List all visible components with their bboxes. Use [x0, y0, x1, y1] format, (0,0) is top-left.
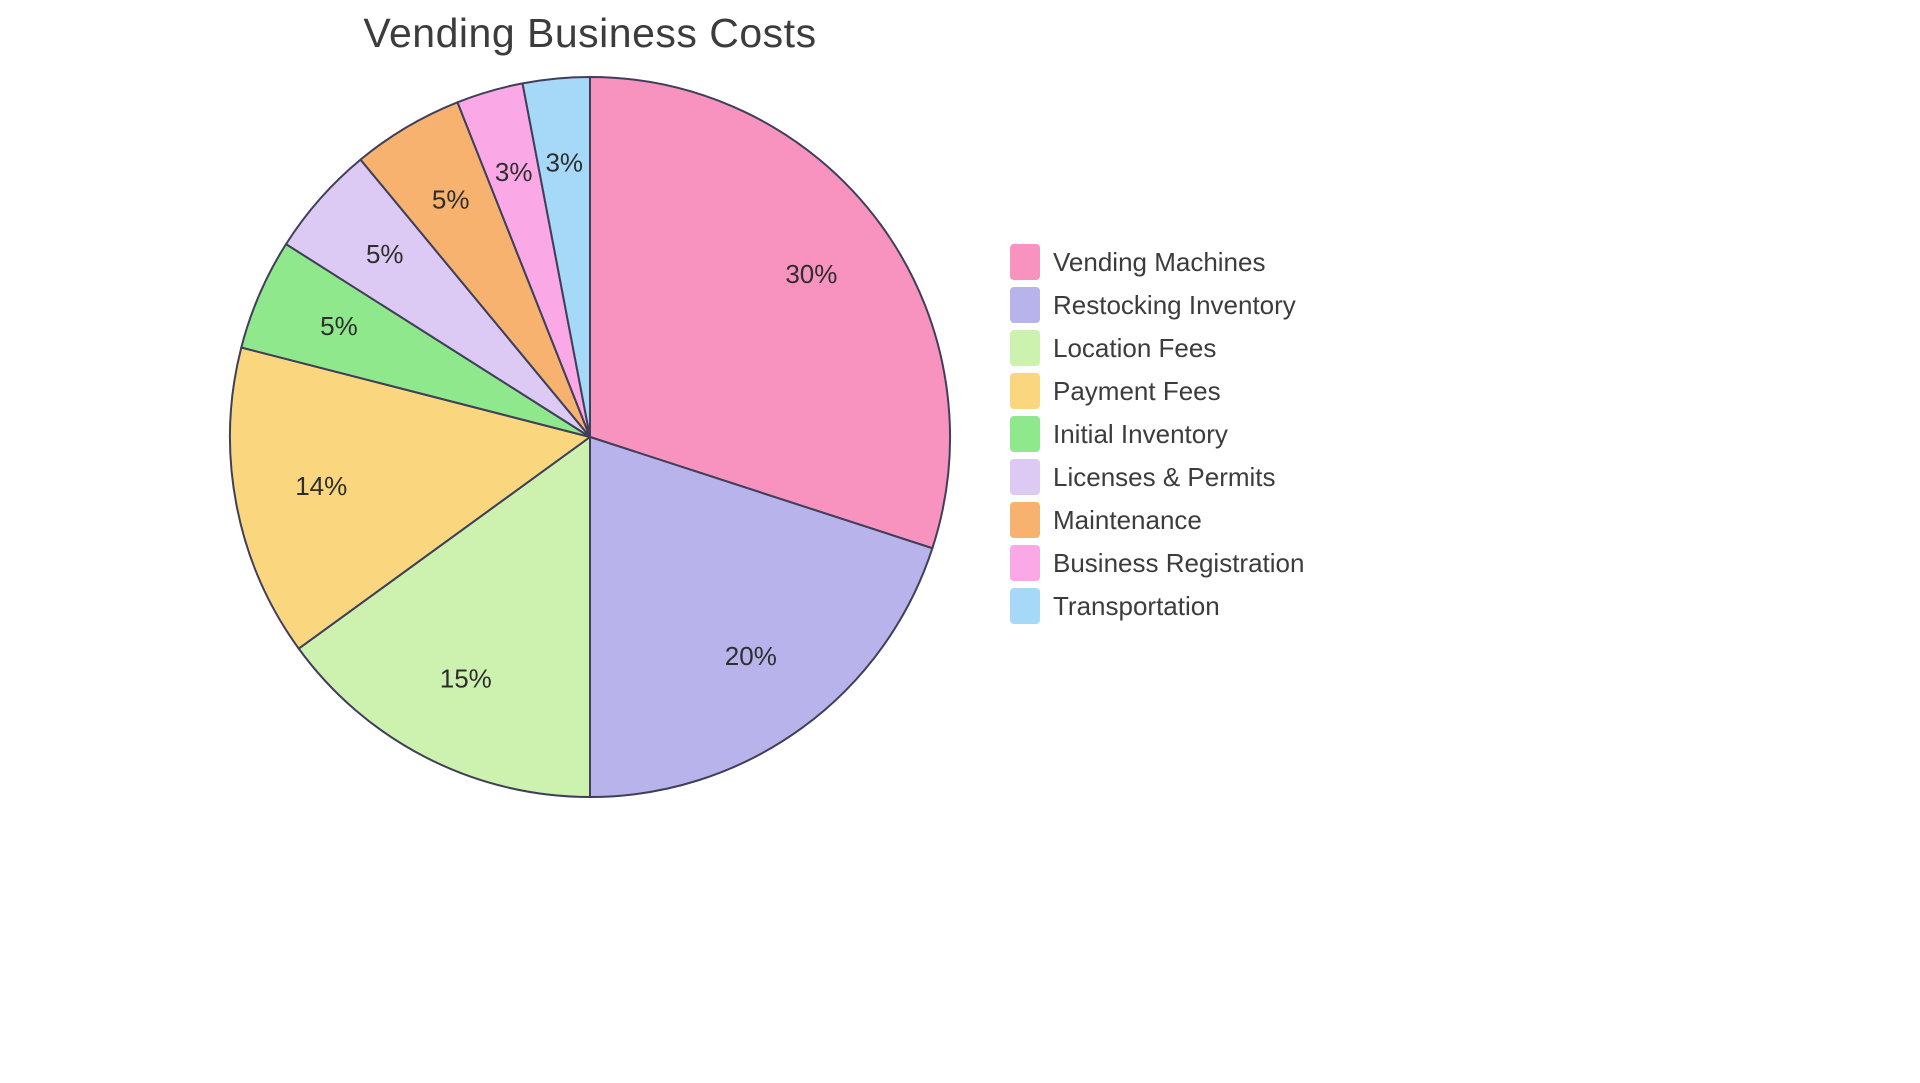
- pie-slice-percent-label: 3%: [545, 147, 583, 177]
- legend-label: Initial Inventory: [1053, 418, 1228, 449]
- pie-slice-percent-label: 20%: [725, 641, 777, 671]
- pie-slice-percent-label: 5%: [366, 239, 404, 269]
- pie-slice-percent-label: 3%: [495, 157, 533, 187]
- legend-swatch: [1010, 287, 1040, 323]
- pie-slice-labels: 30% 20% 15% 14% 5% 5% 5% 3% 3%: [295, 147, 837, 693]
- pie-slice-restocking-inventory: [589, 436, 934, 798]
- legend-swatch: [1010, 502, 1040, 538]
- legend-label: Transportation: [1053, 590, 1220, 621]
- legend-item-location-fees: Location Fees: [1010, 330, 1304, 366]
- legend-label: Business Registration: [1053, 547, 1305, 578]
- legend-swatch: [1010, 545, 1040, 581]
- pie-slice-transportation: [521, 76, 591, 438]
- legend-item-business-registration: Business Registration: [1010, 545, 1304, 581]
- legend-label: Licenses & Permits: [1053, 461, 1276, 492]
- pie-slice-payment-fees: [229, 346, 591, 650]
- pie-slice-vending-machines: [589, 76, 951, 550]
- legend-item-licenses-permits: Licenses & Permits: [1010, 459, 1304, 495]
- legend-swatch: [1010, 416, 1040, 452]
- legend-swatch: [1010, 373, 1040, 409]
- pie-slices: [229, 76, 951, 798]
- pie-slice-percent-label: 5%: [320, 311, 358, 341]
- legend-swatch: [1010, 244, 1040, 280]
- legend-swatch: [1010, 459, 1040, 495]
- legend-label: Maintenance: [1053, 504, 1202, 535]
- legend-item-restocking-inventory: Restocking Inventory: [1010, 287, 1304, 323]
- legend-item-payment-fees: Payment Fees: [1010, 373, 1304, 409]
- pie-slice-percent-label: 5%: [432, 184, 470, 214]
- legend-item-maintenance: Maintenance: [1010, 502, 1304, 538]
- pie-slice-location-fees: [297, 436, 591, 798]
- legend-item-vending-machines: Vending Machines: [1010, 244, 1304, 280]
- pie-slice-percent-label: 30%: [785, 259, 837, 289]
- legend-label: Restocking Inventory: [1053, 289, 1296, 320]
- legend-item-transportation: Transportation: [1010, 588, 1304, 624]
- pie-slice-percent-label: 14%: [295, 471, 347, 501]
- legend-swatch: [1010, 330, 1040, 366]
- legend-label: Location Fees: [1053, 332, 1217, 363]
- legend-item-initial-inventory: Initial Inventory: [1010, 416, 1304, 452]
- chart-title: Vending Business Costs: [363, 10, 817, 56]
- pie-slice-percent-label: 15%: [440, 664, 492, 694]
- legend-label: Vending Machines: [1053, 246, 1266, 277]
- legend-label: Payment Fees: [1053, 375, 1221, 406]
- legend: Vending Machines Restocking Inventory Loca…: [1010, 244, 1304, 624]
- legend-swatch: [1010, 588, 1040, 624]
